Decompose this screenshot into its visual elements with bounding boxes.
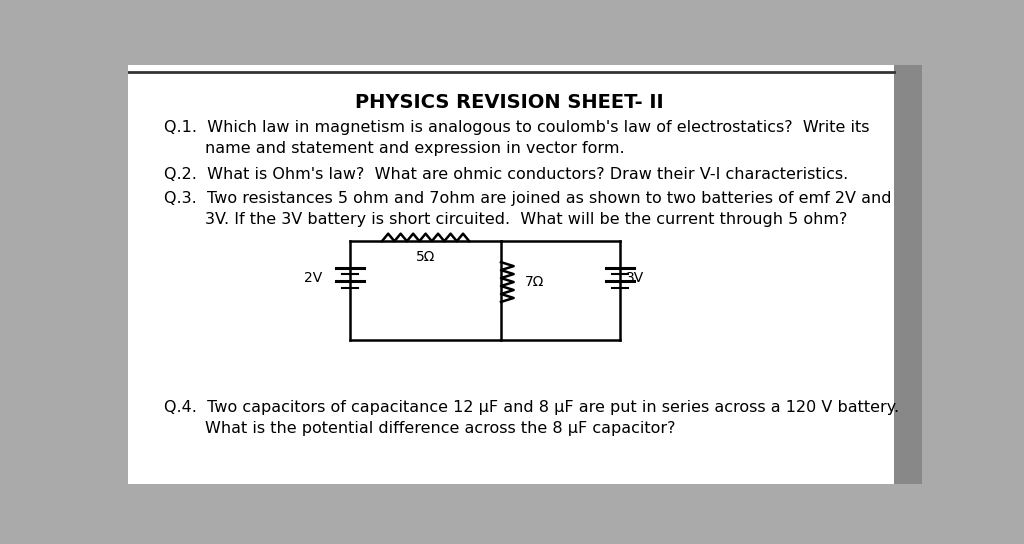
FancyBboxPatch shape [128,65,894,484]
Text: PHYSICS REVISION SHEET- II: PHYSICS REVISION SHEET- II [354,92,664,112]
Text: Q.1.  Which law in magnetism is analogous to coulomb's law of electrostatics?  W: Q.1. Which law in magnetism is analogous… [164,120,869,135]
Text: Q.3.  Two resistances 5 ohm and 7ohm are joined as shown to two batteries of emf: Q.3. Two resistances 5 ohm and 7ohm are … [164,191,891,206]
Text: Q.4.  Two capacitors of capacitance 12 μF and 8 μF are put in series across a 12: Q.4. Two capacitors of capacitance 12 μF… [164,400,899,416]
Text: name and statement and expression in vector form.: name and statement and expression in vec… [164,141,625,156]
Text: Q.2.  What is Ohm's law?  What are ohmic conductors? Draw their V-I characterist: Q.2. What is Ohm's law? What are ohmic c… [164,166,848,182]
Text: 3V. If the 3V battery is short circuited.  What will be the current through 5 oh: 3V. If the 3V battery is short circuited… [164,212,847,227]
Text: 5Ω: 5Ω [416,250,435,264]
Text: 3V: 3V [627,271,645,285]
Text: 2V: 2V [304,271,323,285]
FancyBboxPatch shape [894,65,922,484]
Text: 7Ω: 7Ω [524,275,544,289]
Text: What is the potential difference across the 8 μF capacitor?: What is the potential difference across … [164,421,675,436]
